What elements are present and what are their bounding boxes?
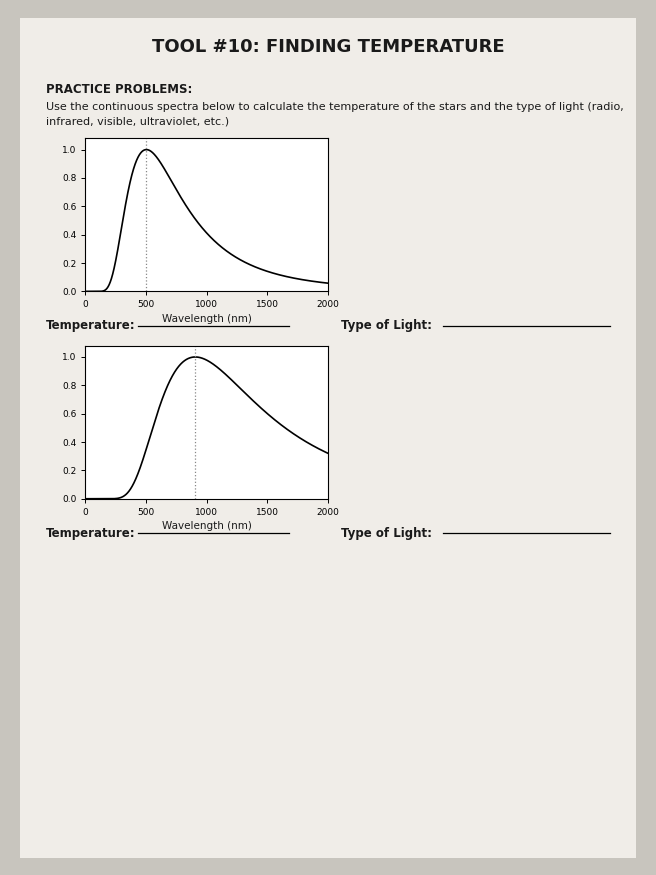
Text: TOOL #10: FINDING TEMPERATURE: TOOL #10: FINDING TEMPERATURE bbox=[152, 38, 504, 56]
X-axis label: Wavelength (nm): Wavelength (nm) bbox=[161, 313, 252, 324]
X-axis label: Wavelength (nm): Wavelength (nm) bbox=[161, 521, 252, 531]
Text: Temperature:: Temperature: bbox=[46, 527, 136, 540]
Text: Use the continuous spectra below to calculate the temperature of the stars and t: Use the continuous spectra below to calc… bbox=[46, 102, 624, 126]
Text: PRACTICE PROBLEMS:: PRACTICE PROBLEMS: bbox=[46, 83, 192, 96]
Text: Type of Light:: Type of Light: bbox=[341, 319, 432, 332]
Text: Type of Light:: Type of Light: bbox=[341, 527, 432, 540]
Text: Temperature:: Temperature: bbox=[46, 319, 136, 332]
